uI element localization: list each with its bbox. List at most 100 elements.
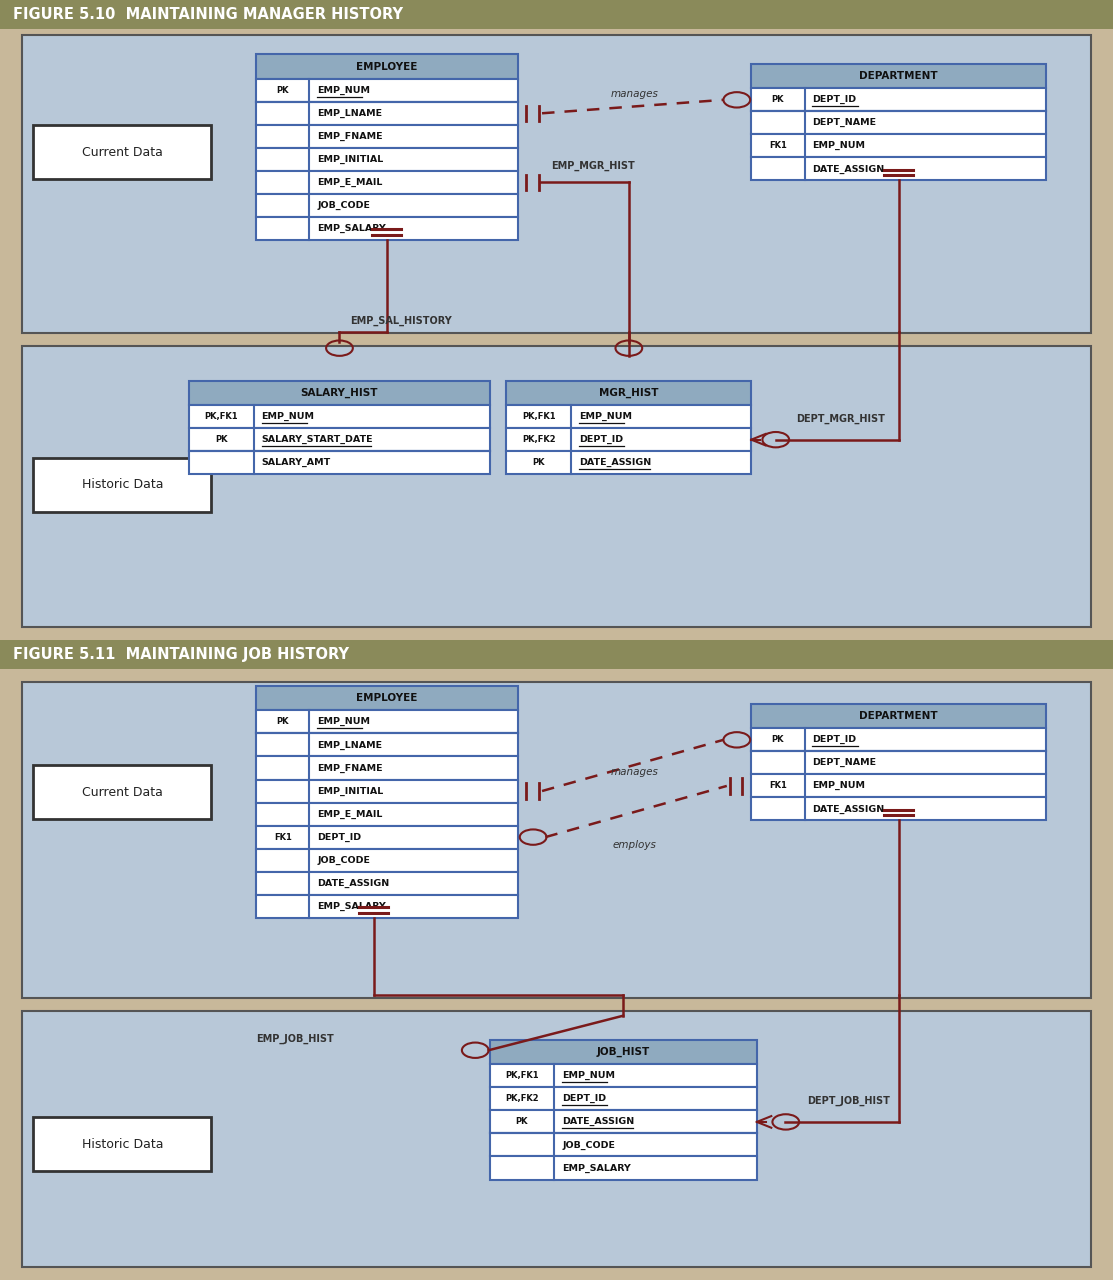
Text: FK1: FK1	[274, 832, 292, 842]
Text: Historic Data: Historic Data	[81, 1138, 164, 1151]
Text: EMP_NUM: EMP_NUM	[812, 781, 866, 791]
Bar	[490, 1134, 757, 1157]
Text: DEPT_ID: DEPT_ID	[579, 435, 623, 444]
Text: EMP_NUM: EMP_NUM	[317, 717, 371, 727]
Bar	[0, 0, 1113, 29]
Text: EMP_FNAME: EMP_FNAME	[317, 132, 383, 141]
Bar	[256, 803, 518, 826]
Text: EMP_NUM: EMP_NUM	[579, 412, 632, 421]
Text: PK: PK	[771, 735, 785, 745]
Bar	[506, 428, 751, 451]
Text: DEPT_ID: DEPT_ID	[317, 832, 362, 842]
Text: MGR_HIST: MGR_HIST	[599, 388, 659, 398]
Text: EMP_INITIAL: EMP_INITIAL	[317, 786, 384, 796]
Bar	[490, 1110, 757, 1134]
Text: EMP_MGR_HIST: EMP_MGR_HIST	[551, 160, 634, 170]
Text: PK,FK2: PK,FK2	[505, 1094, 539, 1103]
Text: Current Data: Current Data	[82, 786, 162, 799]
Text: EMP_LNAME: EMP_LNAME	[317, 109, 383, 118]
Bar	[256, 148, 518, 172]
Bar	[22, 1011, 1091, 1267]
Bar	[189, 451, 490, 474]
Bar	[256, 686, 518, 710]
Text: DATE_ASSIGN: DATE_ASSIGN	[317, 878, 390, 888]
Text: Current Data: Current Data	[82, 146, 162, 159]
Text: EMP_NUM: EMP_NUM	[812, 141, 866, 151]
Text: DATE_ASSIGN: DATE_ASSIGN	[812, 164, 885, 174]
Bar	[751, 111, 1046, 134]
Bar	[256, 102, 518, 125]
Bar	[751, 64, 1046, 88]
Bar	[490, 1157, 757, 1180]
Text: manages: manages	[610, 767, 659, 777]
Bar	[33, 1116, 211, 1171]
Bar	[256, 125, 518, 148]
Text: EMPLOYEE: EMPLOYEE	[356, 61, 417, 72]
Bar	[0, 640, 1113, 668]
Bar	[751, 88, 1046, 111]
Text: PK,FK2: PK,FK2	[522, 435, 555, 444]
Bar	[506, 404, 751, 428]
Text: EMP_E_MAIL: EMP_E_MAIL	[317, 178, 383, 187]
Text: SALARY_HIST: SALARY_HIST	[301, 388, 378, 398]
Bar	[256, 172, 518, 193]
Bar	[506, 451, 751, 474]
Text: PK,FK1: PK,FK1	[205, 412, 238, 421]
Text: EMP_JOB_HIST: EMP_JOB_HIST	[256, 1033, 334, 1044]
Text: PK: PK	[532, 458, 545, 467]
Text: DATE_ASSIGN: DATE_ASSIGN	[579, 458, 651, 467]
Text: JOB_CODE: JOB_CODE	[562, 1140, 615, 1149]
Bar	[256, 780, 518, 803]
Text: FIGURE 5.10  MAINTAINING MANAGER HISTORY: FIGURE 5.10 MAINTAINING MANAGER HISTORY	[13, 8, 403, 22]
Bar	[256, 849, 518, 872]
Text: EMP_NUM: EMP_NUM	[262, 412, 315, 421]
Text: DEPT_ID: DEPT_ID	[812, 735, 857, 745]
Text: DEPT_JOB_HIST: DEPT_JOB_HIST	[807, 1096, 889, 1106]
Bar	[22, 35, 1091, 333]
Text: FIGURE 5.11  MAINTAINING JOB HISTORY: FIGURE 5.11 MAINTAINING JOB HISTORY	[13, 648, 349, 662]
Text: EMP_LNAME: EMP_LNAME	[317, 740, 383, 750]
Text: DEPT_MGR_HIST: DEPT_MGR_HIST	[796, 413, 885, 424]
Bar	[256, 79, 518, 101]
Text: PK,FK1: PK,FK1	[522, 412, 555, 421]
Bar	[256, 733, 518, 756]
Bar	[33, 125, 211, 179]
Text: EMP_SALARY: EMP_SALARY	[317, 901, 386, 911]
Text: DEPT_ID: DEPT_ID	[812, 95, 857, 105]
Bar	[256, 872, 518, 895]
Text: SALARY_AMT: SALARY_AMT	[262, 458, 331, 467]
Bar	[189, 428, 490, 451]
Text: EMP_INITIAL: EMP_INITIAL	[317, 155, 384, 164]
Text: Historic Data: Historic Data	[81, 479, 164, 492]
Bar	[256, 895, 518, 918]
Text: SALARY_START_DATE: SALARY_START_DATE	[262, 435, 373, 444]
Text: EMPLOYEE: EMPLOYEE	[356, 694, 417, 703]
Text: PK: PK	[515, 1117, 529, 1126]
Bar	[256, 756, 518, 780]
Text: JOB_CODE: JOB_CODE	[317, 201, 371, 210]
Bar	[490, 1064, 757, 1087]
Bar	[33, 765, 211, 819]
Text: EMP_SALARY: EMP_SALARY	[317, 224, 386, 233]
Text: EMP_NUM: EMP_NUM	[317, 86, 371, 95]
Bar	[256, 216, 518, 241]
Text: PK: PK	[771, 95, 785, 105]
Text: DEPT_ID: DEPT_ID	[562, 1094, 607, 1103]
Bar	[751, 774, 1046, 797]
Bar	[256, 193, 518, 216]
Text: EMP_SALARY: EMP_SALARY	[562, 1164, 631, 1172]
Bar	[189, 381, 490, 404]
Text: EMP_E_MAIL: EMP_E_MAIL	[317, 809, 383, 819]
Text: DEPT_NAME: DEPT_NAME	[812, 118, 877, 128]
Bar	[490, 1039, 757, 1065]
Text: DATE_ASSIGN: DATE_ASSIGN	[812, 804, 885, 814]
Text: EMP_FNAME: EMP_FNAME	[317, 763, 383, 773]
Text: employs: employs	[612, 840, 657, 850]
Bar	[506, 381, 751, 404]
Text: EMP_NUM: EMP_NUM	[562, 1071, 615, 1080]
Bar	[751, 728, 1046, 751]
Bar	[751, 157, 1046, 180]
Text: DEPARTMENT: DEPARTMENT	[859, 72, 938, 81]
Text: FK1: FK1	[769, 141, 787, 151]
Bar	[22, 681, 1091, 998]
